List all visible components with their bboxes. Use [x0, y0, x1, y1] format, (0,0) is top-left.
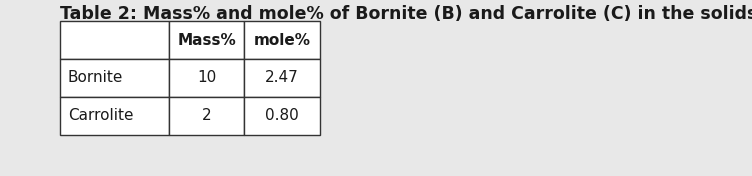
Bar	[244, 97, 320, 135]
Bar	[169, 59, 244, 97]
Text: 0.80: 0.80	[265, 108, 299, 123]
Bar	[244, 59, 320, 97]
Text: Table 2: Mass% and mole% of Bornite (B) and Carrolite (C) in the solids: Table 2: Mass% and mole% of Bornite (B) …	[60, 5, 752, 23]
Text: mole%: mole%	[253, 33, 311, 48]
Bar	[60, 97, 169, 135]
Bar	[169, 97, 244, 135]
Text: Mass%: Mass%	[177, 33, 236, 48]
Text: Bornite: Bornite	[68, 70, 123, 85]
Bar	[60, 21, 169, 59]
Bar	[244, 21, 320, 59]
Text: Carrolite: Carrolite	[68, 108, 133, 123]
Text: 2: 2	[202, 108, 211, 123]
Text: 10: 10	[197, 70, 217, 85]
Text: 2.47: 2.47	[265, 70, 299, 85]
Bar	[169, 21, 244, 59]
Bar	[60, 59, 169, 97]
